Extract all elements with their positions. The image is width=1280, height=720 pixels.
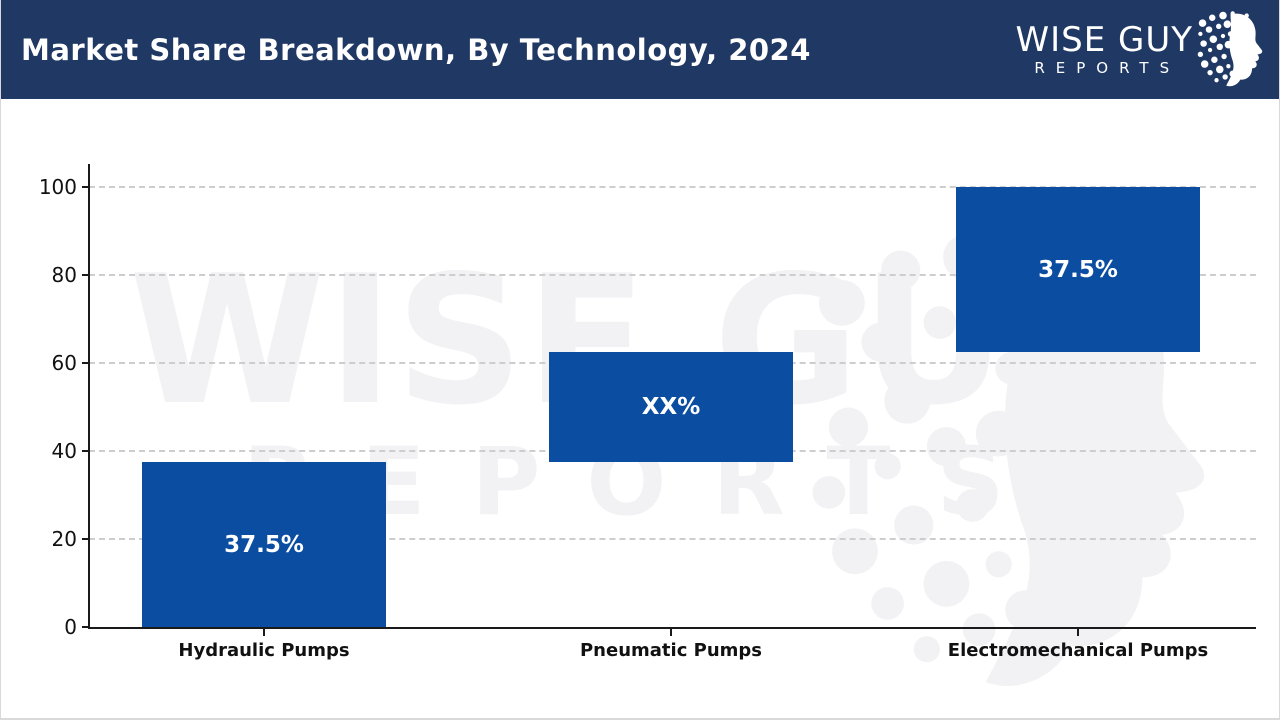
- dotted-head-icon: [1197, 11, 1263, 87]
- page-title: Market Share Breakdown, By Technology, 2…: [21, 32, 811, 67]
- category-label: Hydraulic Pumps: [178, 640, 350, 661]
- gridline: [89, 186, 1256, 188]
- y-tick-label: 100: [38, 175, 77, 199]
- brand-name: WISE GUY: [1015, 20, 1193, 60]
- x-axis-line: [88, 627, 1256, 629]
- y-tick-mark: [82, 450, 89, 452]
- brand-logo: WISE GUY REPORTS: [1015, 9, 1265, 90]
- gridline: [89, 538, 1256, 540]
- y-tick-label: 0: [64, 615, 77, 639]
- x-tick-mark: [670, 629, 672, 636]
- category-label: Pneumatic Pumps: [579, 640, 762, 661]
- x-tick-mark: [1077, 629, 1079, 636]
- x-tick-mark: [263, 629, 265, 636]
- category-label: Electromechanical Pumps: [947, 640, 1209, 661]
- y-tick-mark: [82, 626, 89, 628]
- y-tick-label: 20: [51, 527, 77, 551]
- y-tick-mark: [82, 538, 89, 540]
- y-tick-mark: [82, 362, 89, 364]
- brand-subtitle: REPORTS: [1034, 59, 1181, 77]
- bar-value-label: 37.5%: [224, 531, 304, 558]
- y-tick-mark: [82, 274, 89, 276]
- bar-value-label: 37.5%: [1038, 256, 1118, 283]
- bar: 37.5%: [142, 462, 386, 627]
- bar: XX%: [549, 352, 793, 462]
- y-axis-line: [88, 164, 90, 629]
- bar: 37.5%: [956, 187, 1200, 352]
- gridline: [89, 274, 1256, 276]
- header-bar: Market Share Breakdown, By Technology, 2…: [1, 0, 1279, 99]
- y-tick-mark: [82, 186, 89, 188]
- y-tick-label: 60: [51, 351, 77, 375]
- bar-value-label: XX%: [641, 394, 701, 420]
- y-tick-label: 40: [51, 439, 77, 463]
- brand-logo-text: WISE GUY REPORTS: [1015, 23, 1193, 76]
- y-tick-label: 80: [51, 263, 77, 287]
